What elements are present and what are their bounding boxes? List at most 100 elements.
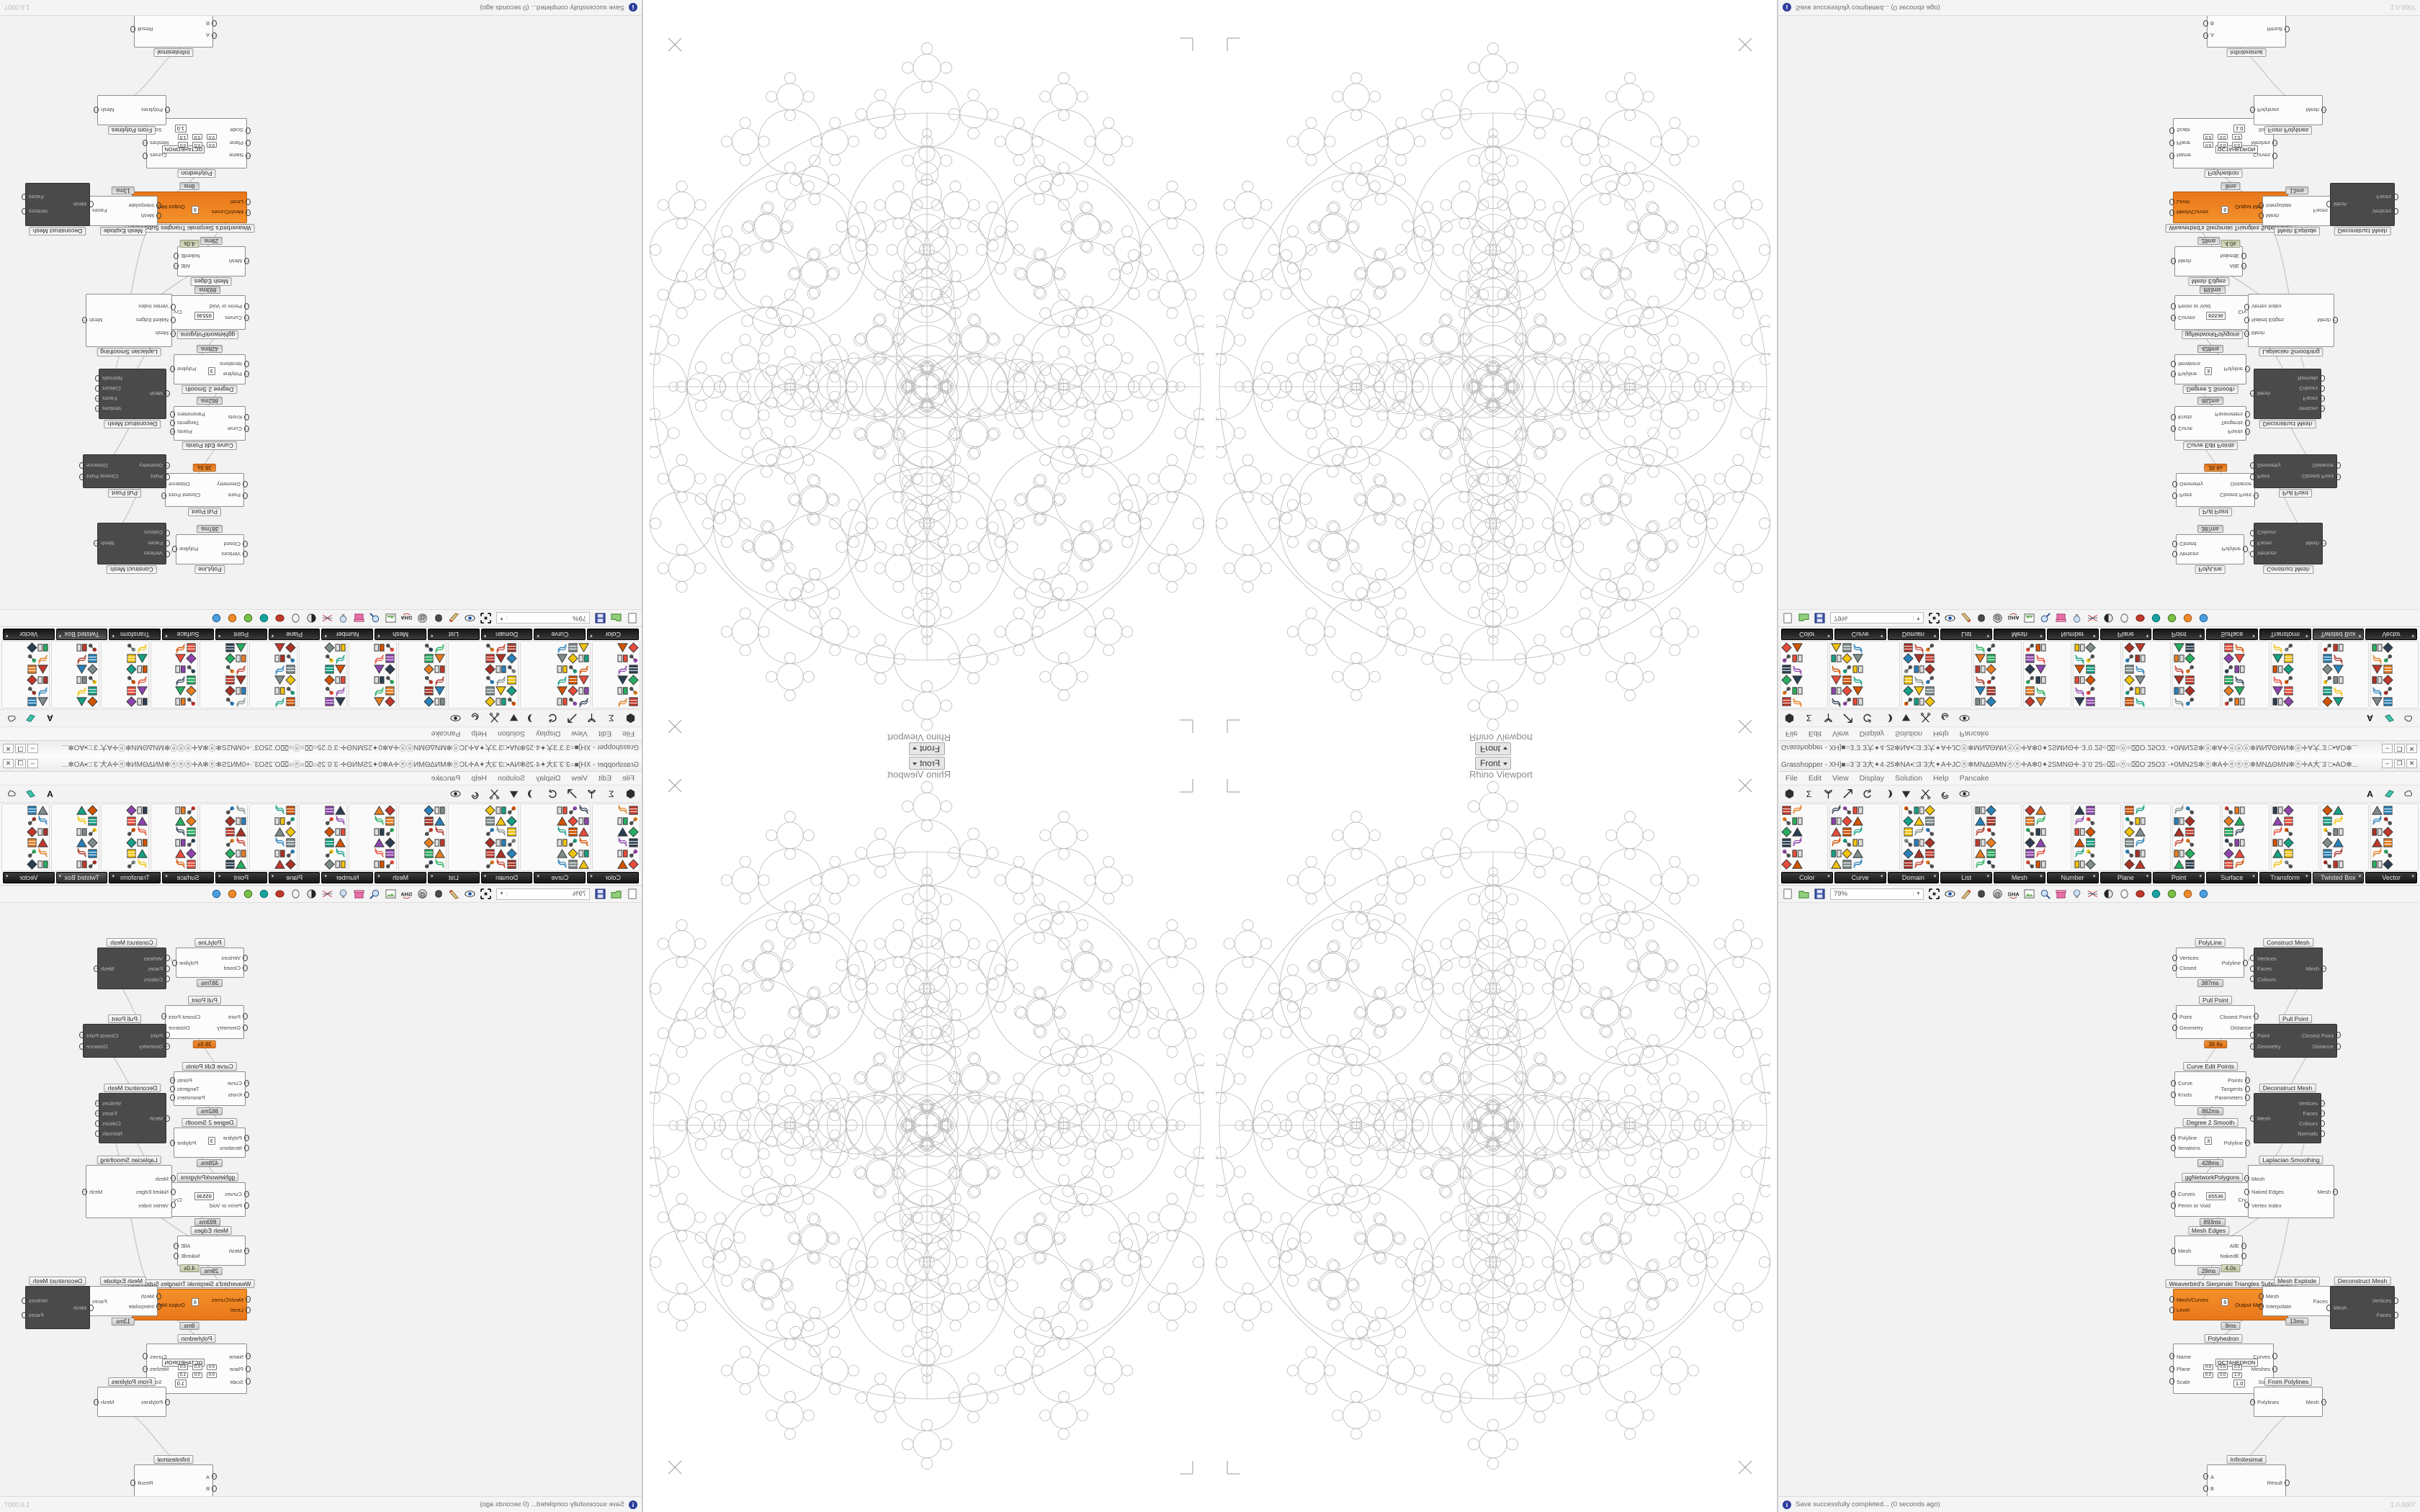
new-file-icon[interactable] [1783,888,1793,899]
input-pin[interactable] [244,1134,249,1141]
minimize-button[interactable]: – [2382,759,2393,768]
component-icon[interactable] [1975,848,1986,859]
preview-eye-icon[interactable] [465,888,475,899]
component-icon[interactable] [628,848,639,859]
node-body[interactable] [165,473,244,507]
input-pin[interactable] [165,530,170,536]
component-icon[interactable] [2372,653,2383,664]
canvas-toolbar[interactable]: 79% ▼ [1778,886,2420,903]
component-icon[interactable] [2372,827,2383,837]
ribbon-tab-vector[interactable]: Vector [2365,872,2417,883]
component-icon[interactable] [373,837,385,848]
output-pin[interactable] [2272,153,2277,159]
loop-icon[interactable] [547,713,558,724]
output-pin[interactable] [2393,1297,2398,1304]
component-icon[interactable] [2074,675,2085,685]
output-pin[interactable] [95,1099,100,1107]
component-icon[interactable] [2333,805,2344,816]
component-icon[interactable] [385,653,395,664]
component-icon[interactable] [324,642,335,653]
moon-icon[interactable] [528,713,539,724]
component-icon[interactable] [1831,848,1842,859]
scissors-icon[interactable] [489,788,500,799]
component-icon[interactable] [2272,696,2283,707]
gh-node[interactable]: ggNetworkPolygons Curves Perim or Void Crv 6… [2171,286,2254,339]
component-icon[interactable] [2223,805,2234,816]
component-icon[interactable] [2174,837,2184,848]
component-icon[interactable] [1914,675,1924,685]
component-icon[interactable] [373,805,385,816]
component-icon[interactable] [496,696,506,707]
ribbon-group-color[interactable] [592,641,640,708]
gh-node[interactable]: Deconstruct Mesh Mesh Vertices Faces Colours… [2250,369,2325,428]
shade-red-icon[interactable] [2135,613,2146,624]
input-pin[interactable] [165,955,170,961]
ribbon-group-twisted-box[interactable] [2321,804,2370,871]
component-icon[interactable] [617,675,628,685]
shade-black-icon[interactable] [306,613,317,624]
component-icon[interactable] [186,675,197,685]
scissors-icon[interactable] [489,713,500,724]
minimize-button[interactable]: – [27,759,38,768]
component-icon[interactable] [506,805,517,816]
gift-icon[interactable] [354,613,364,624]
component-icon[interactable] [496,827,506,837]
component-icon[interactable] [385,675,395,685]
input-pin[interactable] [2169,153,2174,159]
component-icon[interactable] [2124,685,2135,696]
gh-node[interactable]: Construct Mesh Vertices Faces Colours Mesh [2250,523,2326,574]
component-icon[interactable] [423,664,434,675]
node-value-field[interactable]: 6 [191,1298,199,1307]
component-icon[interactable] [1924,685,1935,696]
component-icon[interactable] [125,664,137,675]
ribbon-group-vector[interactable] [2370,804,2419,871]
component-icon[interactable] [557,653,568,664]
component-icon[interactable] [1852,848,1863,859]
component-icon[interactable] [1903,805,1914,816]
gift-icon[interactable] [354,888,364,899]
component-icon[interactable] [1842,653,1852,664]
zoom-extents-icon[interactable] [1929,888,1940,899]
input-pin[interactable] [2326,1304,2331,1311]
gh-node[interactable]: Curve Edit Points Curve Knots Points Tangent… [2171,397,2250,450]
component-icon[interactable] [2135,816,2146,827]
ribbon-group-vector[interactable] [1,804,50,871]
component-icon[interactable] [236,859,247,870]
ribbon-group-point[interactable] [200,641,248,708]
component-icon[interactable] [578,675,590,685]
text-A-icon[interactable]: A [45,713,55,724]
component-icon[interactable] [2283,664,2295,675]
output-pin[interactable] [143,1353,148,1359]
component-icon[interactable] [1842,805,1852,816]
ribbon-group-list[interactable] [1973,804,2022,871]
ribbon-tab-curve[interactable]: Curve [1834,629,1886,640]
ribbon-group-point[interactable] [2172,804,2220,871]
input-pin[interactable] [246,209,251,216]
component-icon[interactable] [506,685,517,696]
component-icon[interactable] [2135,859,2146,870]
component-icon[interactable] [2283,642,2294,653]
component-icon[interactable] [2184,859,2195,870]
menu-item-view[interactable]: View [1832,729,1849,738]
menu-item-view[interactable]: View [571,729,588,738]
output-pin[interactable] [2245,1085,2250,1092]
component-icon[interactable] [2272,827,2283,837]
component-icon[interactable] [125,837,137,848]
component-icon[interactable] [27,827,37,837]
component-icon[interactable] [424,653,434,664]
component-icon[interactable] [2035,675,2046,685]
component-icon[interactable] [2223,848,2234,859]
ribbon-group-domain[interactable] [447,804,519,871]
component-icon[interactable] [628,837,639,848]
component-icon[interactable] [137,805,148,816]
ribbon-tab-surface[interactable]: Surface [2206,629,2258,640]
component-icon[interactable] [2135,848,2146,859]
close-button[interactable]: ✕ [3,759,14,768]
component-icon[interactable] [434,675,445,685]
component-icon[interactable] [385,816,395,827]
component-icon[interactable] [1852,653,1863,664]
component-icon[interactable] [506,827,517,837]
component-icon[interactable] [2025,816,2035,827]
component-icon[interactable] [2322,696,2334,707]
